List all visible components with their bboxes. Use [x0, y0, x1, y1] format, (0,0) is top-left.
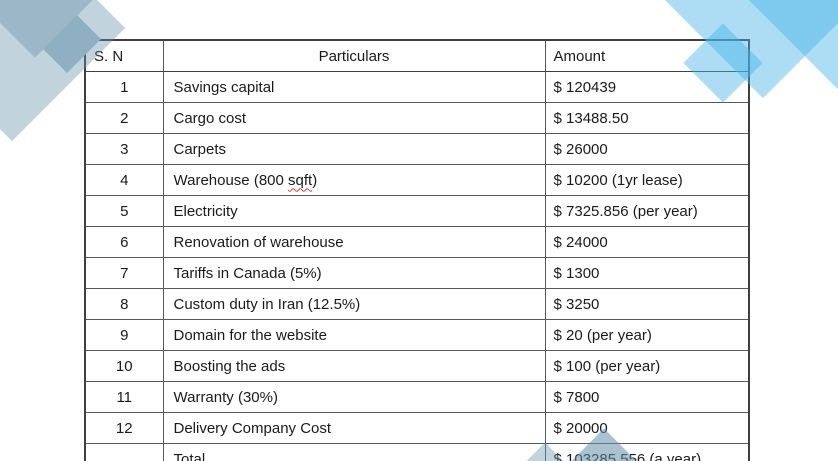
- cell-amount: $ 100 (per year): [544, 350, 750, 382]
- cell-amount: $ 26000: [544, 133, 750, 165]
- cell-amount: $ 120439: [544, 71, 750, 103]
- cell-particulars: Cargo cost: [162, 102, 546, 134]
- column-header-sn: S. N: [84, 39, 164, 72]
- cell-sn: 9: [84, 319, 164, 351]
- cell-particulars: Carpets: [162, 133, 546, 165]
- cost-table-body: 1 Savings capital $ 120439 2 Cargo cost $ 134…: [84, 71, 750, 461]
- cell-amount: $ 103285.556 (a year): [544, 443, 750, 461]
- cell-particulars: Warehouse (800 sqft): [162, 164, 546, 196]
- cell-amount: $ 20 (per year): [544, 319, 750, 351]
- cell-amount: $ 3250: [544, 288, 750, 320]
- cell-amount: $ 1300: [544, 257, 750, 289]
- cell-amount: $ 7800: [544, 381, 750, 413]
- table-row: 12 Delivery Company Cost $ 20000: [84, 412, 750, 444]
- table-row: 11 Warranty (30%) $ 7800: [84, 381, 750, 413]
- total-row: Total $ 103285.556 (a year): [84, 443, 750, 461]
- table-row: 7 Tariffs in Canada (5%) $ 1300: [84, 257, 750, 289]
- misspelled-word: sqft: [288, 171, 313, 189]
- cell-particulars: Renovation of warehouse: [162, 226, 546, 258]
- cell-sn: 3: [84, 133, 164, 165]
- cell-sn: 7: [84, 257, 164, 289]
- diamond-shape-top-right-large-2: [743, 0, 838, 137]
- cell-particulars: Custom duty in Iran (12.5%): [162, 288, 546, 320]
- cell-particulars: Electricity: [162, 195, 546, 227]
- table-row: 6 Renovation of warehouse $ 24000: [84, 226, 750, 258]
- table-row: 2 Cargo cost $ 13488.50: [84, 102, 750, 134]
- cost-table: S. N Particulars Amount 1 Savings capital $ …: [84, 39, 750, 461]
- cell-particulars: Delivery Company Cost: [162, 412, 546, 444]
- cell-sn: 2: [84, 102, 164, 134]
- header-row: S. N Particulars Amount: [84, 39, 750, 72]
- table-row: 10 Boosting the ads $ 100 (per year): [84, 350, 750, 382]
- cell-sn: 10: [84, 350, 164, 382]
- cell-particulars: Warranty (30%): [162, 381, 546, 413]
- cell-sn: 11: [84, 381, 164, 413]
- column-header-amount: Amount: [544, 39, 750, 72]
- table-row: 3 Carpets $ 26000: [84, 133, 750, 165]
- cell-sn: 6: [84, 226, 164, 258]
- table-row: 5 Electricity $ 7325.856 (per year): [84, 195, 750, 227]
- table-row: 4 Warehouse (800 sqft) $ 10200 (1yr lease): [84, 164, 750, 196]
- cell-sn: 1: [84, 71, 164, 103]
- cell-particulars: Tariffs in Canada (5%): [162, 257, 546, 289]
- cell-particulars: Boosting the ads: [162, 350, 546, 382]
- table-row: 1 Savings capital $ 120439: [84, 71, 750, 103]
- cell-amount: $ 10200 (1yr lease): [544, 164, 750, 196]
- table-row: 9 Domain for the website $ 20 (per year): [84, 319, 750, 351]
- cell-sn: 5: [84, 195, 164, 227]
- cell-sn: 4: [84, 164, 164, 196]
- cell-amount: $ 13488.50: [544, 102, 750, 134]
- cell-particulars: Savings capital: [162, 71, 546, 103]
- cell-amount: $ 24000: [544, 226, 750, 258]
- cell-amount: $ 20000: [544, 412, 750, 444]
- cell-particulars: Domain for the website: [162, 319, 546, 351]
- cell-amount: $ 7325.856 (per year): [544, 195, 750, 227]
- column-header-particulars: Particulars: [162, 39, 546, 72]
- cell-sn: 8: [84, 288, 164, 320]
- table-row: 8 Custom duty in Iran (12.5%) $ 3250: [84, 288, 750, 320]
- cell-sn: 12: [84, 412, 164, 444]
- cell-particulars: Total: [162, 443, 546, 461]
- cell-sn: [84, 443, 164, 461]
